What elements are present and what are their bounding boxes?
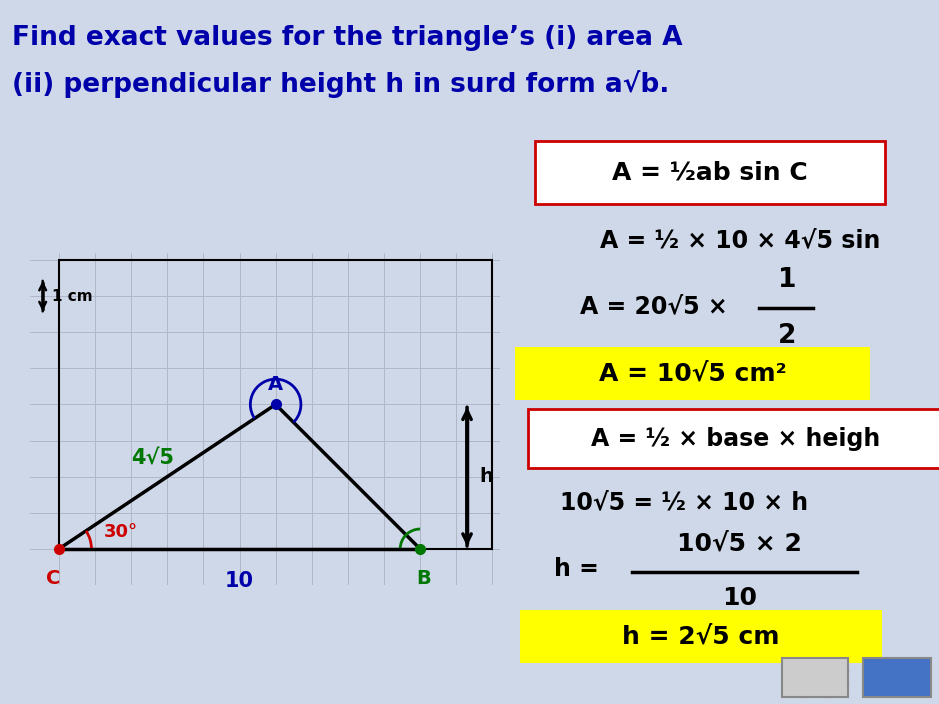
Text: 4√5: 4√5 — [131, 448, 175, 469]
Bar — [863, 658, 931, 697]
Text: 1 cm: 1 cm — [52, 289, 92, 303]
FancyBboxPatch shape — [529, 409, 939, 468]
Text: A = ½ab sin C: A = ½ab sin C — [612, 161, 808, 184]
Text: A: A — [268, 375, 284, 394]
Text: 10: 10 — [722, 586, 758, 610]
Text: 10: 10 — [225, 570, 254, 591]
Text: A = 10√5 cm²: A = 10√5 cm² — [598, 362, 786, 386]
FancyBboxPatch shape — [535, 142, 885, 203]
Text: h = 2√5 cm: h = 2√5 cm — [623, 624, 779, 648]
Text: 10√5 = ½ × 10 × h: 10√5 = ½ × 10 × h — [560, 490, 808, 514]
Text: h: h — [480, 467, 494, 486]
Text: 30°: 30° — [104, 523, 138, 541]
Text: h =: h = — [554, 557, 607, 581]
Bar — [782, 658, 848, 697]
Text: (ii) perpendicular height h in surd form a√b.: (ii) perpendicular height h in surd form… — [12, 70, 670, 99]
Bar — [59, 260, 492, 549]
Text: 2: 2 — [778, 323, 796, 349]
Text: A = ½ × base × heigh: A = ½ × base × heigh — [591, 427, 880, 451]
Text: 10√5 × 2: 10√5 × 2 — [678, 531, 802, 555]
Text: B: B — [416, 569, 431, 588]
Bar — [516, 347, 870, 400]
Text: A = 20√5 ×: A = 20√5 × — [579, 295, 728, 319]
Text: A = ½ × 10 × 4√5 sin: A = ½ × 10 × 4√5 sin — [600, 229, 880, 253]
Bar — [519, 610, 883, 663]
Text: Find exact values for the triangle’s (i) area A: Find exact values for the triangle’s (i)… — [12, 25, 683, 51]
Text: 1: 1 — [778, 267, 796, 293]
Text: C: C — [46, 569, 61, 588]
